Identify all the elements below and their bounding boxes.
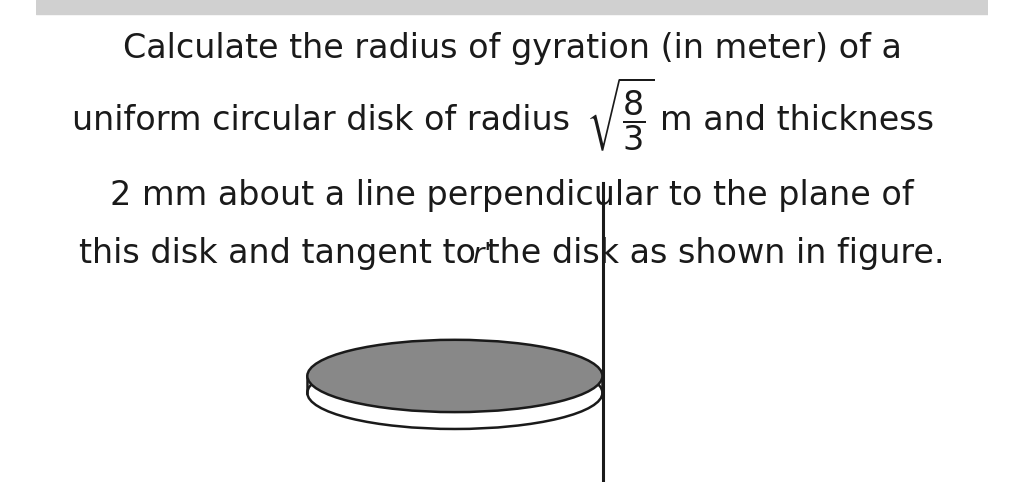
Bar <box>36 0 988 14</box>
Text: $\sqrt{\dfrac{8}{3}}$: $\sqrt{\dfrac{8}{3}}$ <box>587 76 654 153</box>
Text: Calculate the radius of gyration (in meter) of a: Calculate the radius of gyration (in met… <box>123 32 901 65</box>
Polygon shape <box>307 376 602 393</box>
Text: this disk and tangent to the disk as shown in figure.: this disk and tangent to the disk as sho… <box>79 237 945 269</box>
Text: uniform circular disk of radius: uniform circular disk of radius <box>72 104 570 137</box>
Text: 2 mm about a line perpendicular to the plane of: 2 mm about a line perpendicular to the p… <box>111 179 913 212</box>
Text: m and thickness: m and thickness <box>659 104 934 137</box>
Ellipse shape <box>307 357 602 429</box>
Text: $r$': $r$' <box>472 241 490 269</box>
Ellipse shape <box>307 340 602 412</box>
